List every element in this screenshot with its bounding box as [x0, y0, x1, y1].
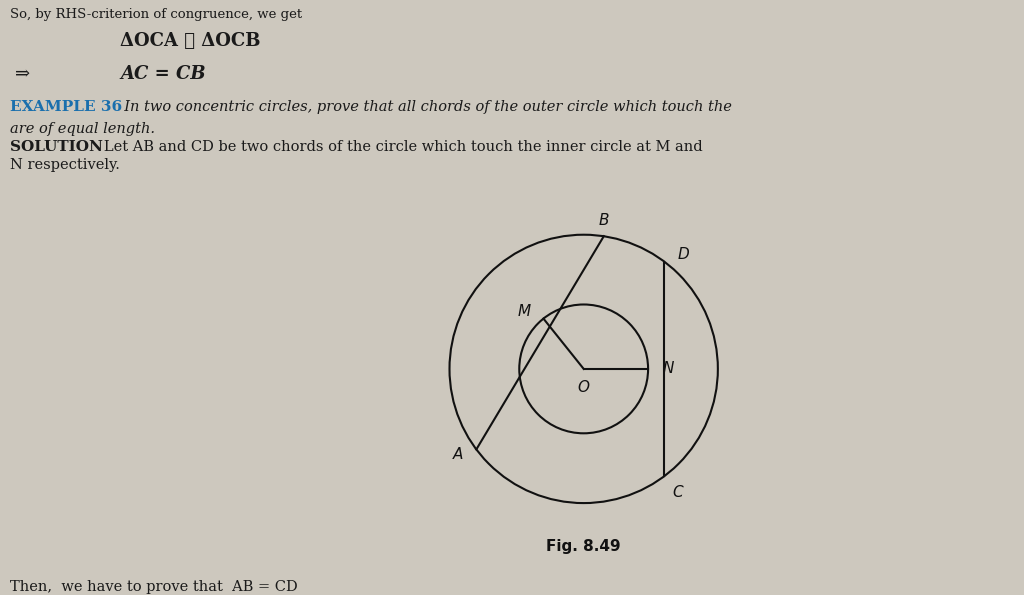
Text: C: C	[673, 485, 683, 500]
Text: So, by RHS-criterion of congruence, we get: So, by RHS-criterion of congruence, we g…	[10, 8, 302, 21]
Text: Then,  we have to prove that  AB = CD: Then, we have to prove that AB = CD	[10, 580, 298, 594]
Text: N: N	[663, 361, 674, 377]
Text: ⇒: ⇒	[15, 65, 30, 83]
Text: SOLUTION: SOLUTION	[10, 140, 102, 154]
Text: Fig. 8.49: Fig. 8.49	[547, 538, 621, 553]
Text: A: A	[453, 447, 463, 462]
Text: In two concentric circles, prove that all chords of the outer circle which touch: In two concentric circles, prove that al…	[115, 100, 732, 114]
Text: M: M	[518, 305, 531, 320]
Text: D: D	[677, 248, 689, 262]
Text: Let AB and CD be two chords of the circle which touch the inner circle at M and: Let AB and CD be two chords of the circl…	[90, 140, 702, 154]
Text: O: O	[578, 380, 590, 395]
Text: EXAMPLE 36: EXAMPLE 36	[10, 100, 122, 114]
Text: ΔOCA ≅ ΔOCB: ΔOCA ≅ ΔOCB	[120, 32, 260, 50]
Text: AC = CB: AC = CB	[120, 65, 206, 83]
Text: are of equal length.: are of equal length.	[10, 122, 155, 136]
Text: N respectively.: N respectively.	[10, 158, 120, 172]
Text: B: B	[599, 212, 609, 228]
